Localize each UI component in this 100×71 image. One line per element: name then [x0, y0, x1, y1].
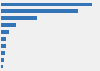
Bar — [1, 51, 5, 55]
Bar — [1, 44, 6, 48]
Bar — [1, 23, 15, 27]
Bar — [1, 3, 92, 6]
Bar — [1, 65, 3, 68]
Bar — [1, 16, 37, 20]
Bar — [1, 58, 4, 61]
Bar — [1, 37, 6, 41]
Bar — [1, 10, 78, 13]
Bar — [1, 30, 9, 34]
